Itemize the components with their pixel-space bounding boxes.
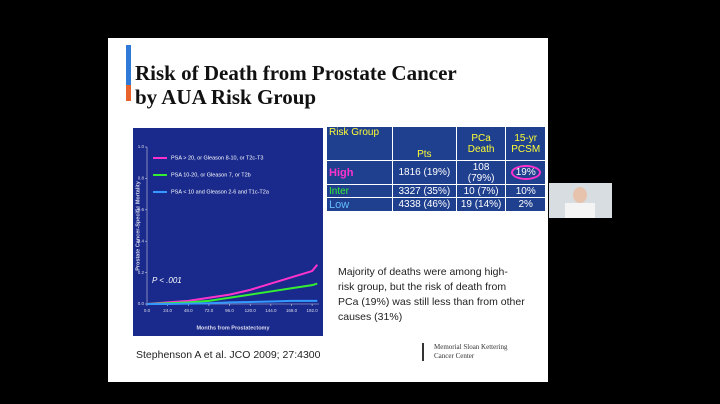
x-tick-label: 96.0 [225,308,234,313]
cell: 1816 (19%) [391,159,457,186]
accent-bar [126,45,131,85]
note-line: risk group, but the risk of death from [338,281,507,293]
cell: 2% [505,197,546,212]
slide-title: Risk of Death from Prostate Cancer [135,61,457,85]
x-tick-label: 72.0 [205,308,214,313]
annotation: P < .001 [152,276,182,285]
series-line [146,282,318,305]
legend-label: PSA 10-20, or Gleason 7, or T2b [171,172,251,178]
x-tick-label: 24.0 [163,308,172,313]
cell: 4338 (46%) [391,197,457,212]
cell: 10 (7%) [455,184,507,199]
series-line [147,299,318,305]
note-line: causes (31%) [338,311,403,323]
logo-text: Memorial Sloan Kettering [434,343,508,351]
legend-label: PSA < 10 and Gleason 2-6 and T1c-T2a [171,189,270,195]
y-tick-label: 1.0 [138,144,145,149]
y-tick-label: 0.4 [138,238,145,243]
x-tick-label: 192.0 [306,308,318,313]
x-axis-title: Months from Prostatectomy [196,325,270,331]
cell: High [326,159,393,186]
cell: Inter [326,184,393,199]
cell: 19 (14%) [455,197,507,212]
y-tick-label: 0.2 [138,270,145,275]
note-line: Majority of deaths were among high- [338,266,508,278]
x-tick-label: 0.0 [144,308,151,313]
slide-title: by AUA Risk Group [135,85,317,109]
logo-mark [422,343,432,361]
legend-label: PSA > 20, or Gleason 8-10, or T2c-T3 [171,155,263,161]
chart: 0.0 0.2 0.4 0.6 0.8 1.0 0.0 24.0 48.0 72.0 96.0 120… [133,128,323,336]
x-tick-label: 120.0 [245,308,257,313]
cell: 3327 (35%) [391,184,457,199]
y-tick-label: 0.6 [138,207,145,212]
cell: 19% [505,159,546,186]
x-tick-label: 48.0 [184,308,193,313]
header-cell: Pts [391,126,457,161]
webcam-body [565,203,595,218]
logo-text: Cancer Center [434,352,475,360]
cell: 108 (79%) [455,159,507,186]
x-tick-label: 144.0 [265,308,277,313]
cell: 10% [505,184,546,199]
accent-bar [126,85,131,101]
table: Risk Group Pts PCa Death 15-yr PCSM High… [326,126,546,212]
webcam [549,183,612,218]
note-line: PCa (19%) was still less than from other [338,296,525,308]
y-tick-label: 0.8 [138,176,145,181]
header-cell: 15-yr PCSM [505,126,546,161]
cell: Low [326,197,393,212]
header-cell: PCa Death [455,126,507,161]
webcam-face [573,187,587,203]
logo: Memorial Sloan Kettering Cancer Center [434,343,507,361]
highlight: 19% [510,165,541,181]
y-axis-title: Prostate Cancer-Specific Mortality [135,180,141,270]
header-cell: Risk Group [326,126,393,161]
y-tick-label: 0.0 [138,301,145,306]
x-tick-label: 168.0 [286,308,298,313]
series-line [146,264,319,305]
citation: Stephenson A et al. JCO 2009; 27:4300 [136,349,321,361]
